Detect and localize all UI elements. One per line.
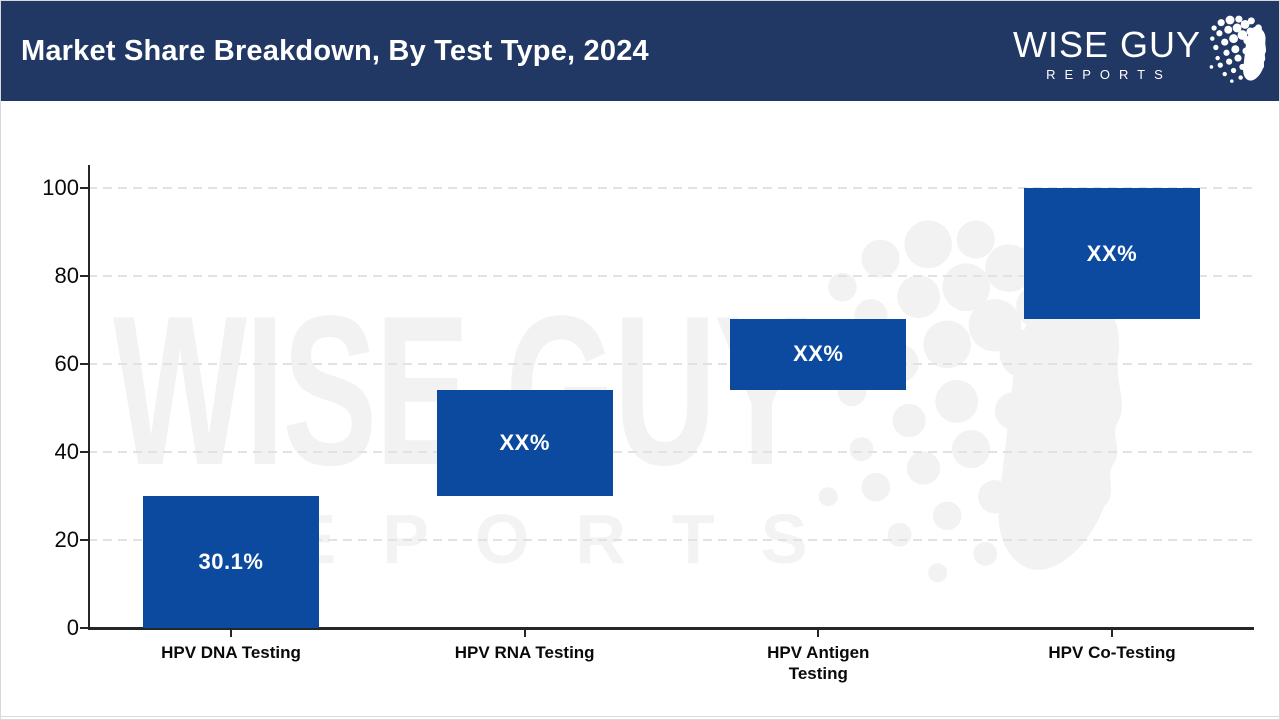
category-label-line: HPV Antigen: [767, 643, 870, 662]
brand-logo-text: WISE GUY REPORTS: [1012, 24, 1201, 83]
gridline: [88, 539, 1254, 541]
y-tick-mark: [80, 363, 88, 365]
y-tick-mark: [80, 539, 88, 541]
brand-name: WISE GUY: [1012, 24, 1201, 65]
x-tick-mark: [817, 630, 820, 637]
wiseguy-face-icon: [1209, 15, 1267, 83]
y-tick-label: 40: [54, 439, 79, 464]
y-tick-mark: [80, 627, 88, 629]
category-label: HPV DNA Testing: [121, 642, 341, 663]
gridline: [88, 275, 1254, 277]
watermark-face-icon: [818, 220, 1122, 583]
bar: XX%: [730, 319, 907, 390]
x-tick-mark: [230, 630, 232, 637]
y-tick-mark: [80, 451, 88, 453]
category-label-line: HPV RNA Testing: [454, 643, 595, 662]
x-axis-line: [88, 627, 1254, 630]
category-label: HPV RNA Testing: [415, 642, 635, 663]
y-tick-mark: [80, 187, 88, 189]
bar: XX%: [1024, 188, 1200, 320]
y-tick-label: 100: [42, 175, 79, 200]
bar: 30.1%: [143, 495, 319, 628]
x-tick-mark: [523, 630, 526, 637]
bar-value-label: 30.1%: [198, 548, 264, 574]
y-axis-line: [88, 165, 90, 630]
header-bar: Market Share Breakdown, By Test Type, 20…: [1, 1, 1279, 101]
gridline: [88, 451, 1254, 453]
category-label: HPV Antigen Testing: [708, 642, 928, 685]
bar-value-label: XX%: [793, 341, 844, 367]
y-tick-label: 0: [66, 615, 79, 640]
gridline: [88, 187, 1254, 189]
bar: XX%: [436, 389, 613, 496]
category-label-line: HPV DNA Testing: [161, 643, 301, 662]
gridline: [88, 363, 1254, 365]
y-tick-label: 80: [54, 263, 79, 288]
page-title: Market Share Breakdown, By Test Type, 20…: [21, 35, 649, 67]
bottom-divider: [1, 716, 1279, 717]
y-tick-mark: [80, 275, 88, 277]
brand-logo: WISE GUY REPORTS: [1013, 7, 1269, 95]
category-label-line: Testing: [788, 664, 848, 684]
bar-value-label: XX%: [499, 429, 550, 455]
category-label: HPV Co-Testing: [1002, 642, 1222, 663]
category-label-line: HPV Co-Testing: [1048, 643, 1176, 662]
y-tick-label: 20: [54, 527, 79, 552]
y-tick-label: 60: [54, 351, 79, 376]
bar-value-label: XX%: [1086, 240, 1138, 266]
brand-subname: REPORTS: [1046, 67, 1172, 82]
x-tick-mark: [1111, 630, 1113, 637]
